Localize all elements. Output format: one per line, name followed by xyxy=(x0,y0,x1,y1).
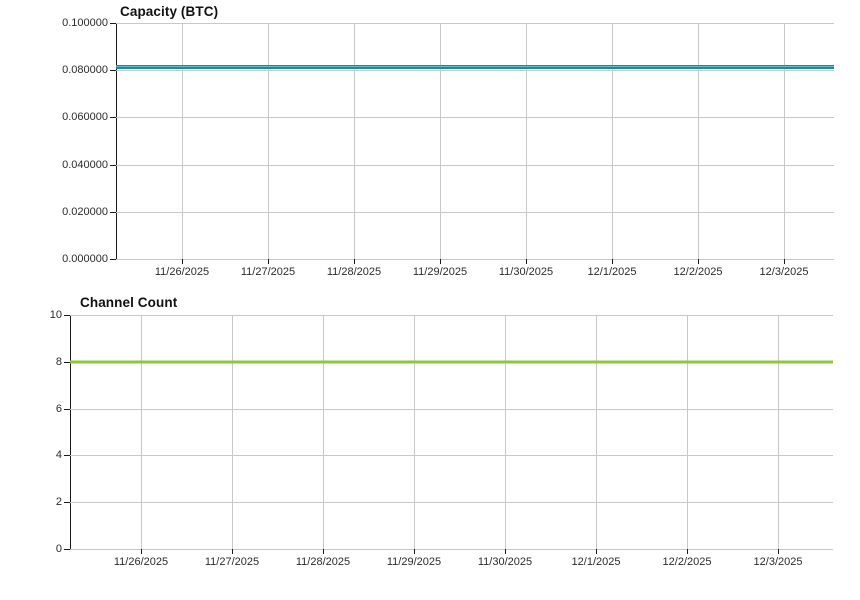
channel-count-chart-title: Channel Count xyxy=(80,295,178,310)
capacity-gridline-vertical xyxy=(354,23,355,259)
capacity-y-tick xyxy=(110,212,116,213)
channel-count-gridline-vertical xyxy=(232,315,233,549)
channel-count-gridline-vertical xyxy=(505,315,506,549)
capacity-gridline-vertical xyxy=(440,23,441,259)
capacity-y-axis-label: 0.000000 xyxy=(62,253,108,265)
channel-count-x-axis-label: 12/1/2025 xyxy=(571,556,621,568)
channel-count-y-axis-label: 10 xyxy=(49,309,62,321)
capacity-gridline-vertical xyxy=(612,23,613,259)
channel-count-x-tick xyxy=(414,549,415,554)
channel-count-x-tick xyxy=(141,549,142,554)
channel-count-y-axis-line xyxy=(70,315,71,549)
channel-count-y-axis-label: 6 xyxy=(55,403,62,415)
capacity-y-axis-label: 0.060000 xyxy=(62,111,108,123)
capacity-y-tick xyxy=(110,117,116,118)
channel-count-y-axis-label: 2 xyxy=(55,496,62,508)
capacity-x-axis-label: 11/28/2025 xyxy=(326,266,382,278)
channel-count-x-axis-label: 11/27/2025 xyxy=(204,556,260,568)
channel-count-x-tick xyxy=(596,549,597,554)
channel-count-gridline-vertical xyxy=(687,315,688,549)
capacity-x-axis-label: 12/2/2025 xyxy=(673,266,723,278)
capacity-y-tick xyxy=(110,70,116,71)
capacity-x-tick xyxy=(182,259,183,264)
capacity-x-axis-label: 11/27/2025 xyxy=(240,266,296,278)
capacity-x-tick xyxy=(440,259,441,264)
channel-count-chart-panel: Channel Count 0 2 4 6 8 10 11/26/2025 11/27/202… xyxy=(0,290,860,600)
capacity-series-line xyxy=(116,64,834,69)
capacity-x-tick xyxy=(526,259,527,264)
capacity-gridline-horizontal xyxy=(116,165,834,166)
channel-count-y-tick xyxy=(64,549,70,550)
capacity-chart-panel: Capacity (BTC) 0.000000 0.020000 0.040000 0… xyxy=(0,0,860,290)
capacity-x-axis-label: 12/1/2025 xyxy=(587,266,637,278)
capacity-y-tick xyxy=(110,165,116,166)
channel-count-x-tick xyxy=(505,549,506,554)
channel-count-y-tick xyxy=(64,362,70,363)
channel-count-x-axis-label: 12/2/2025 xyxy=(662,556,712,568)
capacity-y-axis-label: 0.040000 xyxy=(62,159,108,171)
channel-count-x-axis-label: 11/28/2025 xyxy=(295,556,351,568)
channel-count-x-axis-label: 12/3/2025 xyxy=(753,556,803,568)
capacity-x-tick xyxy=(268,259,269,264)
capacity-gridline-horizontal xyxy=(116,117,834,118)
channel-count-y-tick xyxy=(64,409,70,410)
capacity-x-tick xyxy=(612,259,613,264)
capacity-gridline-vertical xyxy=(698,23,699,259)
channel-count-gridline-horizontal xyxy=(70,409,833,410)
capacity-chart-title: Capacity (BTC) xyxy=(120,4,219,19)
channel-count-y-tick xyxy=(64,455,70,456)
channel-count-gridline-horizontal xyxy=(70,502,833,503)
channel-count-gridline-horizontal xyxy=(70,549,833,550)
capacity-x-tick xyxy=(698,259,699,264)
capacity-x-axis-label: 12/3/2025 xyxy=(759,266,809,278)
channel-count-y-axis-label: 4 xyxy=(55,449,62,461)
channel-count-x-tick xyxy=(778,549,779,554)
capacity-x-axis-label: 11/29/2025 xyxy=(412,266,468,278)
capacity-series-markers xyxy=(116,65,834,67)
capacity-y-tick xyxy=(110,23,116,24)
capacity-plot-area: 0.000000 0.020000 0.040000 0.060000 0.080000… xyxy=(62,17,834,278)
capacity-y-tick xyxy=(110,259,116,260)
capacity-gridline-vertical xyxy=(526,23,527,259)
channel-count-x-axis-label: 11/29/2025 xyxy=(386,556,442,568)
capacity-gridline-vertical xyxy=(182,23,183,259)
capacity-gridline-vertical xyxy=(784,23,785,259)
capacity-y-axis-label: 0.080000 xyxy=(62,64,108,76)
capacity-gridline-horizontal xyxy=(116,23,834,24)
channel-count-gridline-vertical xyxy=(778,315,779,549)
capacity-x-axis-label: 11/26/2025 xyxy=(154,266,210,278)
capacity-y-axis-label: 0.100000 xyxy=(62,17,108,29)
channel-count-gridline-vertical xyxy=(141,315,142,549)
channel-count-y-axis-label: 8 xyxy=(55,356,62,368)
channel-count-gridline-horizontal xyxy=(70,362,833,363)
channel-count-gridline-vertical xyxy=(596,315,597,549)
channel-count-plot-area: 0 2 4 6 8 10 11/26/2025 11/27/2025 11/28/2025 11/… xyxy=(50,309,833,568)
capacity-gridline-vertical xyxy=(268,23,269,259)
channel-count-y-tick xyxy=(64,315,70,316)
capacity-x-tick xyxy=(354,259,355,264)
capacity-y-axis-line xyxy=(116,23,117,259)
channel-count-gridline-horizontal xyxy=(70,315,833,316)
channel-count-x-axis-label: 11/26/2025 xyxy=(113,556,169,568)
capacity-x-tick xyxy=(784,259,785,264)
capacity-gridline-horizontal xyxy=(116,70,834,71)
capacity-y-axis-label: 0.020000 xyxy=(62,206,108,218)
capacity-gridline-horizontal xyxy=(116,259,834,260)
channel-count-gridline-vertical xyxy=(323,315,324,549)
capacity-x-axis-label: 11/30/2025 xyxy=(498,266,554,278)
channel-count-x-tick xyxy=(323,549,324,554)
channel-count-gridline-vertical xyxy=(414,315,415,549)
channel-count-x-tick xyxy=(687,549,688,554)
channel-count-gridline-horizontal xyxy=(70,455,833,456)
channel-count-x-tick xyxy=(232,549,233,554)
channel-count-y-axis-label: 0 xyxy=(55,543,62,555)
channel-count-x-axis-label: 11/30/2025 xyxy=(477,556,533,568)
channel-count-y-tick xyxy=(64,502,70,503)
capacity-gridline-horizontal xyxy=(116,212,834,213)
